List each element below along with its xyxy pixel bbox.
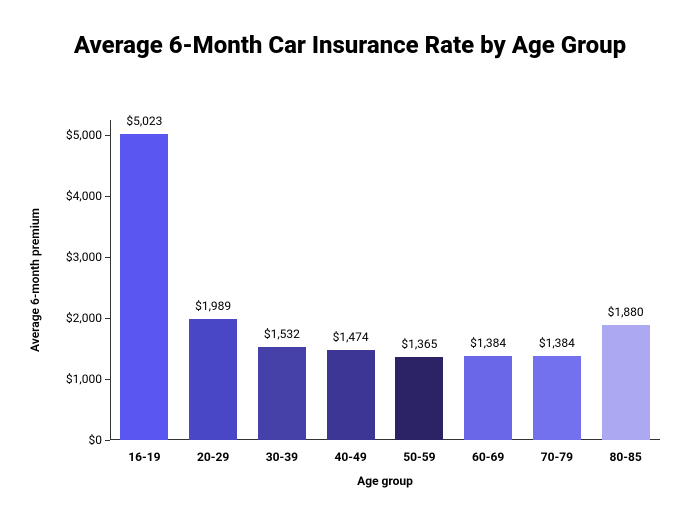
y-axis-line [110, 120, 111, 440]
x-axis-label: Age group [357, 474, 413, 488]
bar-value-label: $1,384 [470, 336, 506, 350]
bar [258, 347, 306, 440]
x-tick-label: 80-85 [609, 450, 641, 464]
bar [189, 319, 237, 440]
bar [533, 356, 581, 440]
bar-value-label: $1,880 [608, 305, 644, 319]
y-tick-mark [105, 318, 110, 319]
bar-value-label: $1,532 [264, 327, 300, 341]
y-tick-mark [105, 196, 110, 197]
bar-value-label: $1,989 [195, 299, 231, 313]
bar-value-label: $5,023 [126, 114, 162, 128]
y-tick-mark [105, 257, 110, 258]
plot-area [110, 120, 660, 440]
bar [464, 356, 512, 440]
chart-container: Average 6-Month Car Insurance Rate by Ag… [0, 0, 700, 525]
y-tick-label: $1,000 [66, 372, 102, 386]
bar-value-label: $1,365 [401, 337, 437, 351]
y-tick-mark [105, 440, 110, 441]
y-tick-label: $5,000 [66, 128, 102, 142]
x-tick-label: 20-29 [197, 450, 229, 464]
bar-value-label: $1,474 [333, 330, 369, 344]
bar [327, 350, 375, 440]
y-tick-label: $4,000 [66, 189, 102, 203]
chart-title: Average 6-Month Car Insurance Rate by Ag… [0, 30, 700, 60]
y-axis-label: Average 6-month premium [28, 208, 42, 352]
y-tick-mark [105, 379, 110, 380]
bar [602, 325, 650, 440]
bar [395, 357, 443, 440]
y-tick-label: $0 [89, 433, 103, 447]
y-tick-label: $2,000 [66, 311, 102, 325]
x-tick-label: 30-39 [266, 450, 298, 464]
x-tick-label: 40-49 [334, 450, 366, 464]
x-tick-label: 16-19 [128, 450, 160, 464]
y-tick-mark [105, 135, 110, 136]
bar [120, 134, 168, 440]
bar-value-label: $1,384 [539, 336, 575, 350]
x-tick-label: 50-59 [403, 450, 435, 464]
y-tick-label: $3,000 [66, 250, 102, 264]
x-tick-label: 70-79 [541, 450, 573, 464]
x-tick-label: 60-69 [472, 450, 504, 464]
